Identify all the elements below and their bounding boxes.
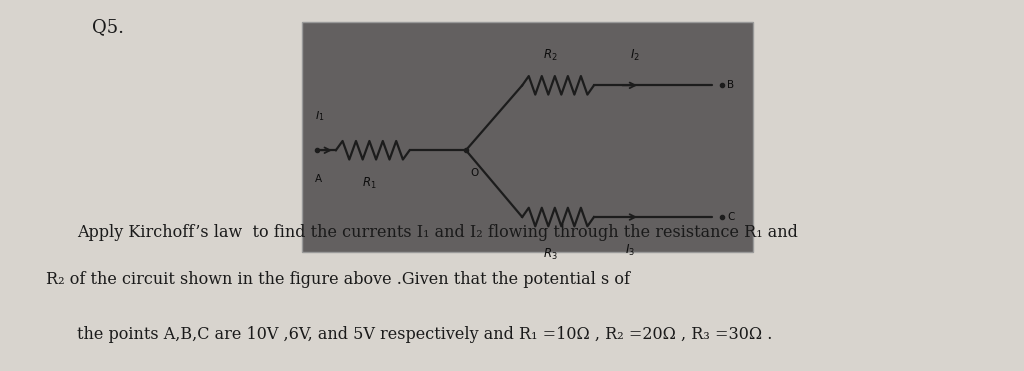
Text: $I_3$: $I_3$ [625,243,635,258]
Text: $I_2$: $I_2$ [630,48,640,63]
Text: the points A,B,C are 10V ,6V, and 5V respectively and R₁ =10Ω , R₂ =20Ω , R₃ =30: the points A,B,C are 10V ,6V, and 5V res… [77,326,772,344]
Text: O: O [470,168,478,178]
Text: $R_3$: $R_3$ [543,247,557,262]
Text: C: C [727,212,734,222]
Text: $I_1$: $I_1$ [315,109,325,122]
Text: B: B [727,81,734,90]
Text: Apply Kirchoff’s law  to find the currents I₁ and I₂ flowing through the resista: Apply Kirchoff’s law to find the current… [77,224,798,242]
Text: $R_2$: $R_2$ [543,48,557,63]
Text: Q5.: Q5. [92,19,124,37]
Text: A: A [315,174,323,184]
Text: R₂ of the circuit shown in the figure above .Given that the potential s of: R₂ of the circuit shown in the figure ab… [46,271,630,288]
Text: $R_1$: $R_1$ [362,176,377,191]
